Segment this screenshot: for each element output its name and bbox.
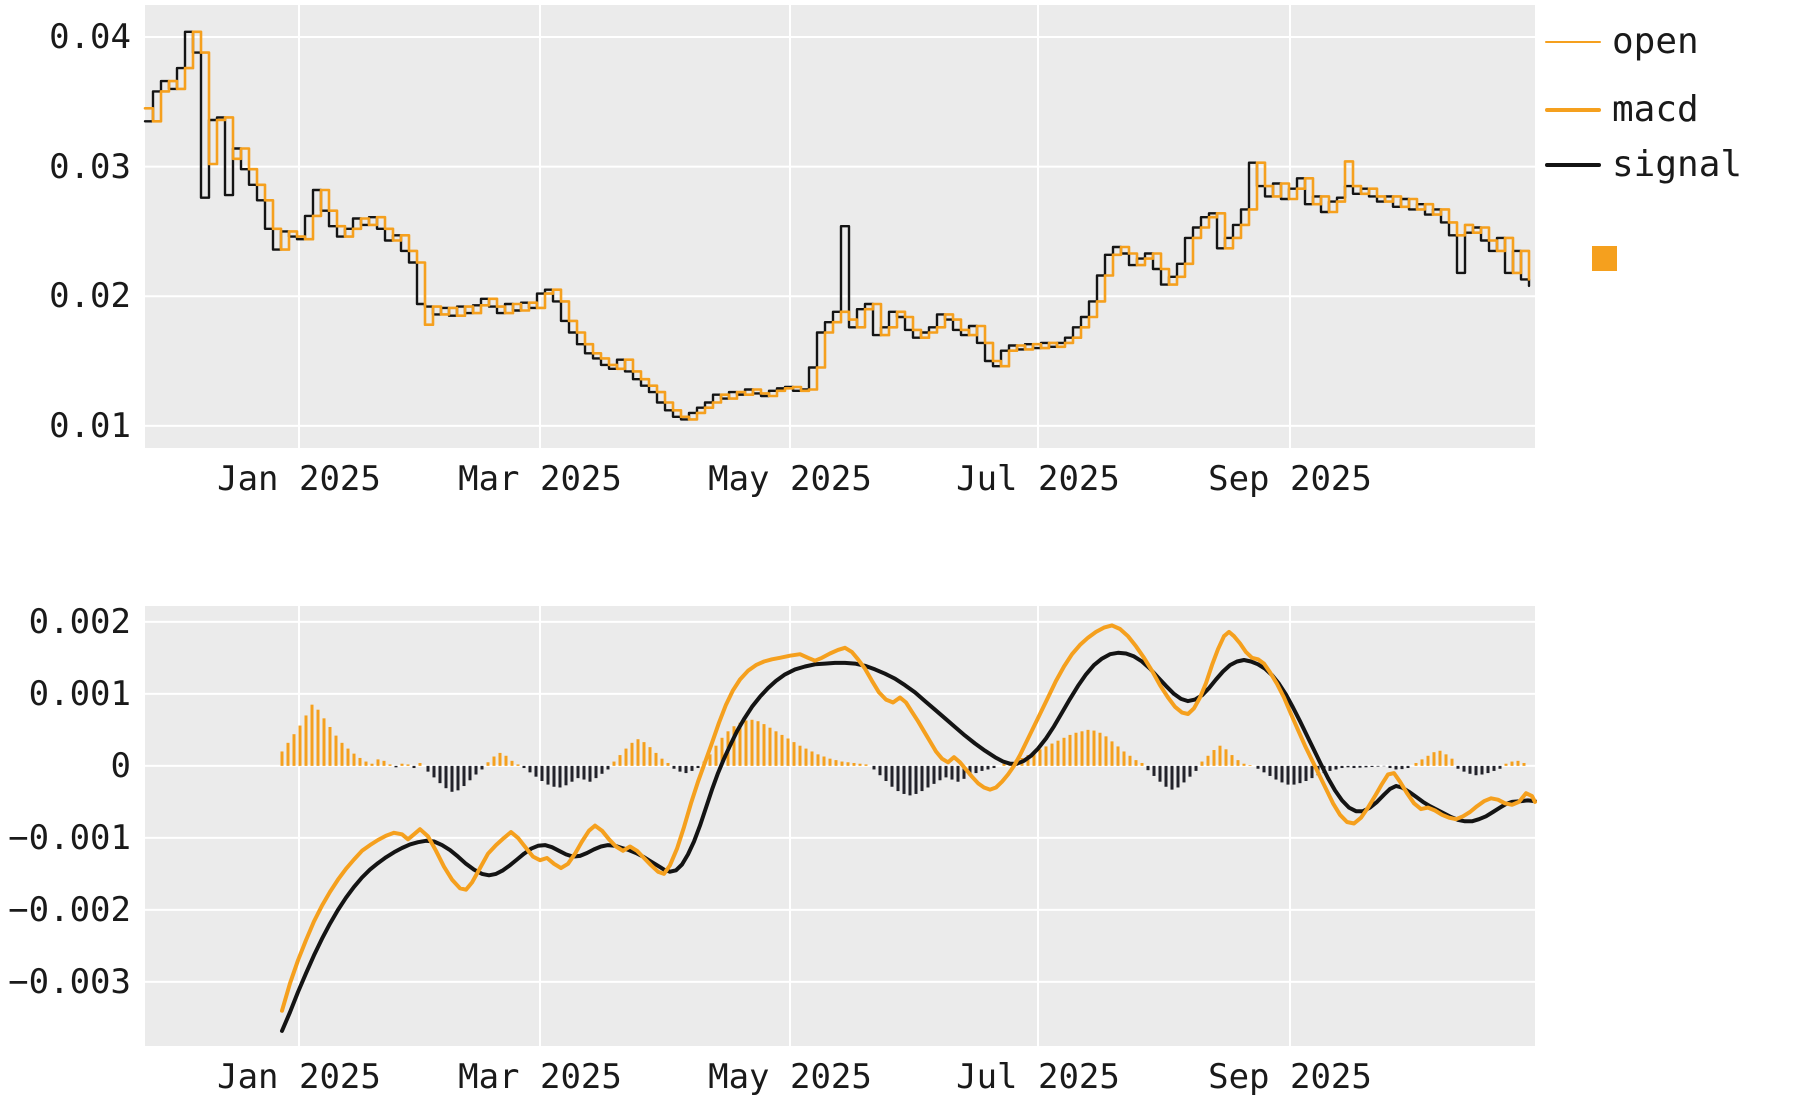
price-ytick-label: 0.01 xyxy=(49,406,131,446)
legend-open-label: open xyxy=(1612,21,1699,62)
legend-signal-label: signal xyxy=(1612,144,1743,185)
macd-xtick-label: Mar 2025 xyxy=(458,1057,622,1097)
price-ytick-label: 0.03 xyxy=(49,147,131,187)
signal-series-line xyxy=(280,650,1537,1033)
price-xtick-label: Jan 2025 xyxy=(217,459,381,499)
macd-ytick-label: −0.002 xyxy=(8,890,131,930)
macd-xtick-label: May 2025 xyxy=(708,1057,872,1097)
macd-xtick-label: Jan 2025 xyxy=(217,1057,381,1097)
price-ytick-label: 0.04 xyxy=(49,17,131,57)
macd-xtick-label: Jul 2025 xyxy=(956,1057,1120,1097)
macd-ytick-label: 0.001 xyxy=(28,674,131,714)
legend-signal-line-icon xyxy=(1545,163,1601,167)
price-xtick-label: Jul 2025 xyxy=(956,459,1120,499)
legend-macd-line-icon xyxy=(1545,108,1601,112)
macd-xtick-label: Sep 2025 xyxy=(1208,1057,1372,1097)
price-xtick-label: May 2025 xyxy=(708,459,872,499)
macd-ytick-label: −0.003 xyxy=(8,962,131,1002)
price-xtick-label: Mar 2025 xyxy=(458,459,622,499)
macd-ytick-label: 0.002 xyxy=(28,602,131,642)
legend-histogram-square-icon xyxy=(1592,246,1617,271)
macd-series-line xyxy=(280,623,1537,1013)
macd-ytick-label: −0.001 xyxy=(8,818,131,858)
open-series-line xyxy=(143,30,1531,421)
legend-macd-label: macd xyxy=(1612,89,1699,130)
macd-ytick-label: 0 xyxy=(110,746,131,786)
price-xtick-label: Sep 2025 xyxy=(1208,459,1372,499)
legend-open-line-icon xyxy=(1545,41,1601,43)
price-ytick-label: 0.02 xyxy=(49,276,131,316)
